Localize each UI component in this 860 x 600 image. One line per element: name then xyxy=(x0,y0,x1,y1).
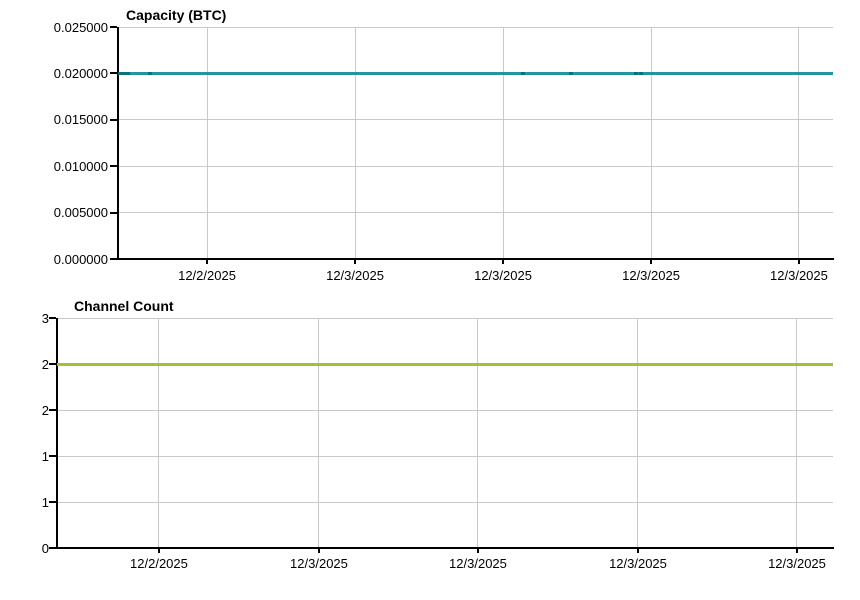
x-tick-label: 12/2/2025 xyxy=(178,268,236,283)
v-gridline xyxy=(637,318,639,548)
y-tick-label: 0.015000 xyxy=(53,112,108,128)
data-point-marker xyxy=(121,71,126,75)
x-tick-label: 12/3/2025 xyxy=(609,556,667,571)
data-point-marker xyxy=(633,71,638,75)
h-gridline xyxy=(118,26,833,28)
y-tick xyxy=(49,501,56,503)
x-tick-label: 12/2/2025 xyxy=(130,556,188,571)
x-tick xyxy=(795,548,798,553)
x-tick xyxy=(502,259,505,264)
h-gridline xyxy=(118,119,833,121)
y-tick-label: 1 xyxy=(41,448,49,464)
x-tick xyxy=(157,548,160,553)
data-point-marker xyxy=(568,71,573,75)
v-gridline xyxy=(158,318,160,548)
x-tick-label: 12/3/2025 xyxy=(768,556,826,571)
x-tick xyxy=(650,259,653,264)
v-gridline xyxy=(354,27,356,259)
x-tick-label: 12/3/2025 xyxy=(290,556,348,571)
x-tick xyxy=(317,548,320,553)
y-tick-label: 0.025000 xyxy=(53,19,108,35)
v-gridline xyxy=(502,27,504,259)
y-tick xyxy=(49,547,56,549)
y-tick xyxy=(49,363,56,365)
y-tick xyxy=(49,455,56,457)
capacity-plot-area: 0.025000 0.020000 0.015000 0.010000 0.005000… xyxy=(54,20,834,283)
x-tick xyxy=(354,259,357,264)
y-tick-label: 0.020000 xyxy=(53,65,108,81)
x-tick-label: 12/3/2025 xyxy=(770,268,828,283)
x-tick xyxy=(636,548,639,553)
x-axis-line xyxy=(117,258,834,260)
y-tick-label: 0.010000 xyxy=(53,158,108,174)
y-tick-label: 0.005000 xyxy=(53,205,108,221)
y-tick-label: 2 xyxy=(41,402,49,418)
y-axis-line xyxy=(117,27,119,260)
x-tick-label: 12/3/2025 xyxy=(326,268,384,283)
x-axis-line xyxy=(56,547,834,549)
h-gridline xyxy=(118,212,833,214)
x-tick-label: 12/3/2025 xyxy=(449,556,507,571)
h-gridline xyxy=(57,317,833,319)
y-tick xyxy=(110,72,117,75)
data-point-marker xyxy=(148,71,153,75)
x-tick xyxy=(797,259,800,264)
x-tick-label: 12/3/2025 xyxy=(474,268,532,283)
y-axis-line xyxy=(56,318,58,549)
y-tick xyxy=(110,211,117,214)
capacity-chart-title: Capacity (BTC) xyxy=(126,7,227,23)
y-tick-label: 1 xyxy=(41,494,49,510)
v-gridline xyxy=(796,318,798,548)
data-point-marker xyxy=(126,71,130,75)
v-gridline xyxy=(206,27,208,259)
h-gridline xyxy=(118,165,833,167)
v-gridline xyxy=(650,27,652,259)
y-tick-label: 0 xyxy=(41,540,49,556)
data-point-marker xyxy=(638,71,643,75)
y-tick-label: 3 xyxy=(41,310,49,326)
y-tick xyxy=(49,409,56,411)
h-gridline xyxy=(57,501,833,503)
channel-count-plot-area: 3 2 2 1 1 0 12/2/2025 12/3/2025 12/3/2025 12/3/20… xyxy=(42,311,834,571)
h-gridline xyxy=(57,409,833,411)
v-gridline xyxy=(477,318,479,548)
v-gridline xyxy=(318,318,320,548)
data-point-marker xyxy=(521,71,526,75)
y-tick xyxy=(110,26,117,28)
y-tick-label: 0.000000 xyxy=(53,251,108,267)
series-line xyxy=(118,71,833,75)
x-tick-label: 12/3/2025 xyxy=(622,268,680,283)
channel-count-chart-title: Channel Count xyxy=(74,298,174,314)
series-line xyxy=(57,362,833,366)
y-tick-label: 2 xyxy=(41,356,49,372)
h-gridline xyxy=(57,455,833,457)
x-tick xyxy=(206,259,209,264)
v-gridline xyxy=(798,27,800,259)
x-tick xyxy=(476,548,479,553)
y-tick xyxy=(110,258,117,260)
data-point-marker xyxy=(118,71,123,75)
y-tick xyxy=(110,118,117,121)
y-tick xyxy=(110,165,117,168)
y-tick xyxy=(49,317,56,319)
